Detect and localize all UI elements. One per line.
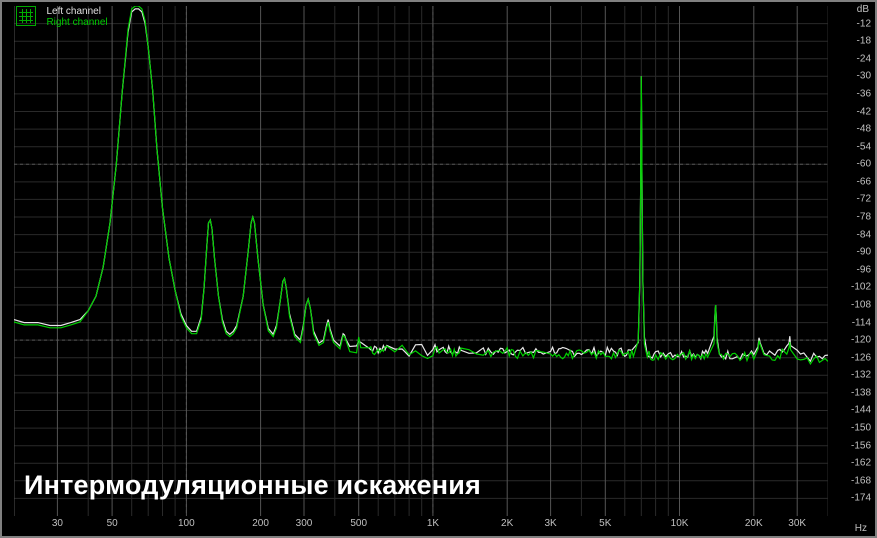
legend: Left channel Right channel [16,6,108,28]
x-tick-label: 100 [178,518,195,529]
legend-right: Right channel [46,17,107,28]
x-tick-label: 10K [671,518,689,529]
y-tick-label: -102 [851,282,871,293]
x-axis-labels: 30 50 100 200 300 500 1K 2K 3K 5K 10K 20K 30K [14,518,828,534]
x-tick-label: 5K [599,518,611,529]
y-tick-label: -174 [851,493,871,504]
x-tick-label: 30 [52,518,63,529]
x-tick-label: 200 [252,518,269,529]
y-tick-label: -42 [857,106,871,117]
y-tick-label: -156 [851,440,871,451]
legend-icon [16,6,36,26]
y-tick-label: -24 [857,53,871,64]
y-tick-label: -54 [857,141,871,152]
y-tick-label: -78 [857,212,871,223]
y-tick-label: -168 [851,475,871,486]
y-tick-label: -48 [857,124,871,135]
y-tick-label: -114 [852,317,871,328]
y-tick-label: -144 [851,405,871,416]
y-tick-label: -108 [851,299,871,310]
x-tick-label: 30K [788,518,806,529]
x-tick-label: 300 [296,518,313,529]
y-tick-label: -30 [857,71,871,82]
x-tick-label: 50 [107,518,118,529]
plot-area [14,6,828,516]
y-axis-labels: -12 -18 -24 -30 -36 -42 -48 -54 -60 -66 -72 -78 -84 -… [831,2,871,516]
y-tick-label: -162 [851,458,871,469]
x-axis-unit: Hz [855,523,867,534]
y-tick-label: -150 [851,423,871,434]
y-tick-label: -60 [857,159,871,170]
y-tick-label: -126 [851,352,871,363]
y-tick-label: -120 [851,335,871,346]
legend-left: Left channel [46,6,107,17]
y-tick-label: -96 [857,264,871,275]
x-tick-label: 20K [745,518,763,529]
y-tick-label: -84 [857,229,871,240]
y-tick-label: -66 [857,176,871,187]
x-tick-label: 1K [427,518,439,529]
x-tick-label: 3K [544,518,556,529]
y-tick-label: -18 [857,36,871,47]
x-tick-label: 500 [350,518,367,529]
y-tick-label: -72 [857,194,871,205]
chart-caption: Интермодуляционные искажения [24,470,481,501]
y-tick-label: -132 [851,370,871,381]
x-tick-label: 2K [501,518,513,529]
spectrum-chart: Left channel Right channel Интермодуляци… [0,0,877,538]
y-tick-label: -138 [851,387,871,398]
y-tick-label: -12 [857,18,871,29]
y-tick-label: -90 [857,247,871,258]
y-tick-label: -36 [857,88,871,99]
